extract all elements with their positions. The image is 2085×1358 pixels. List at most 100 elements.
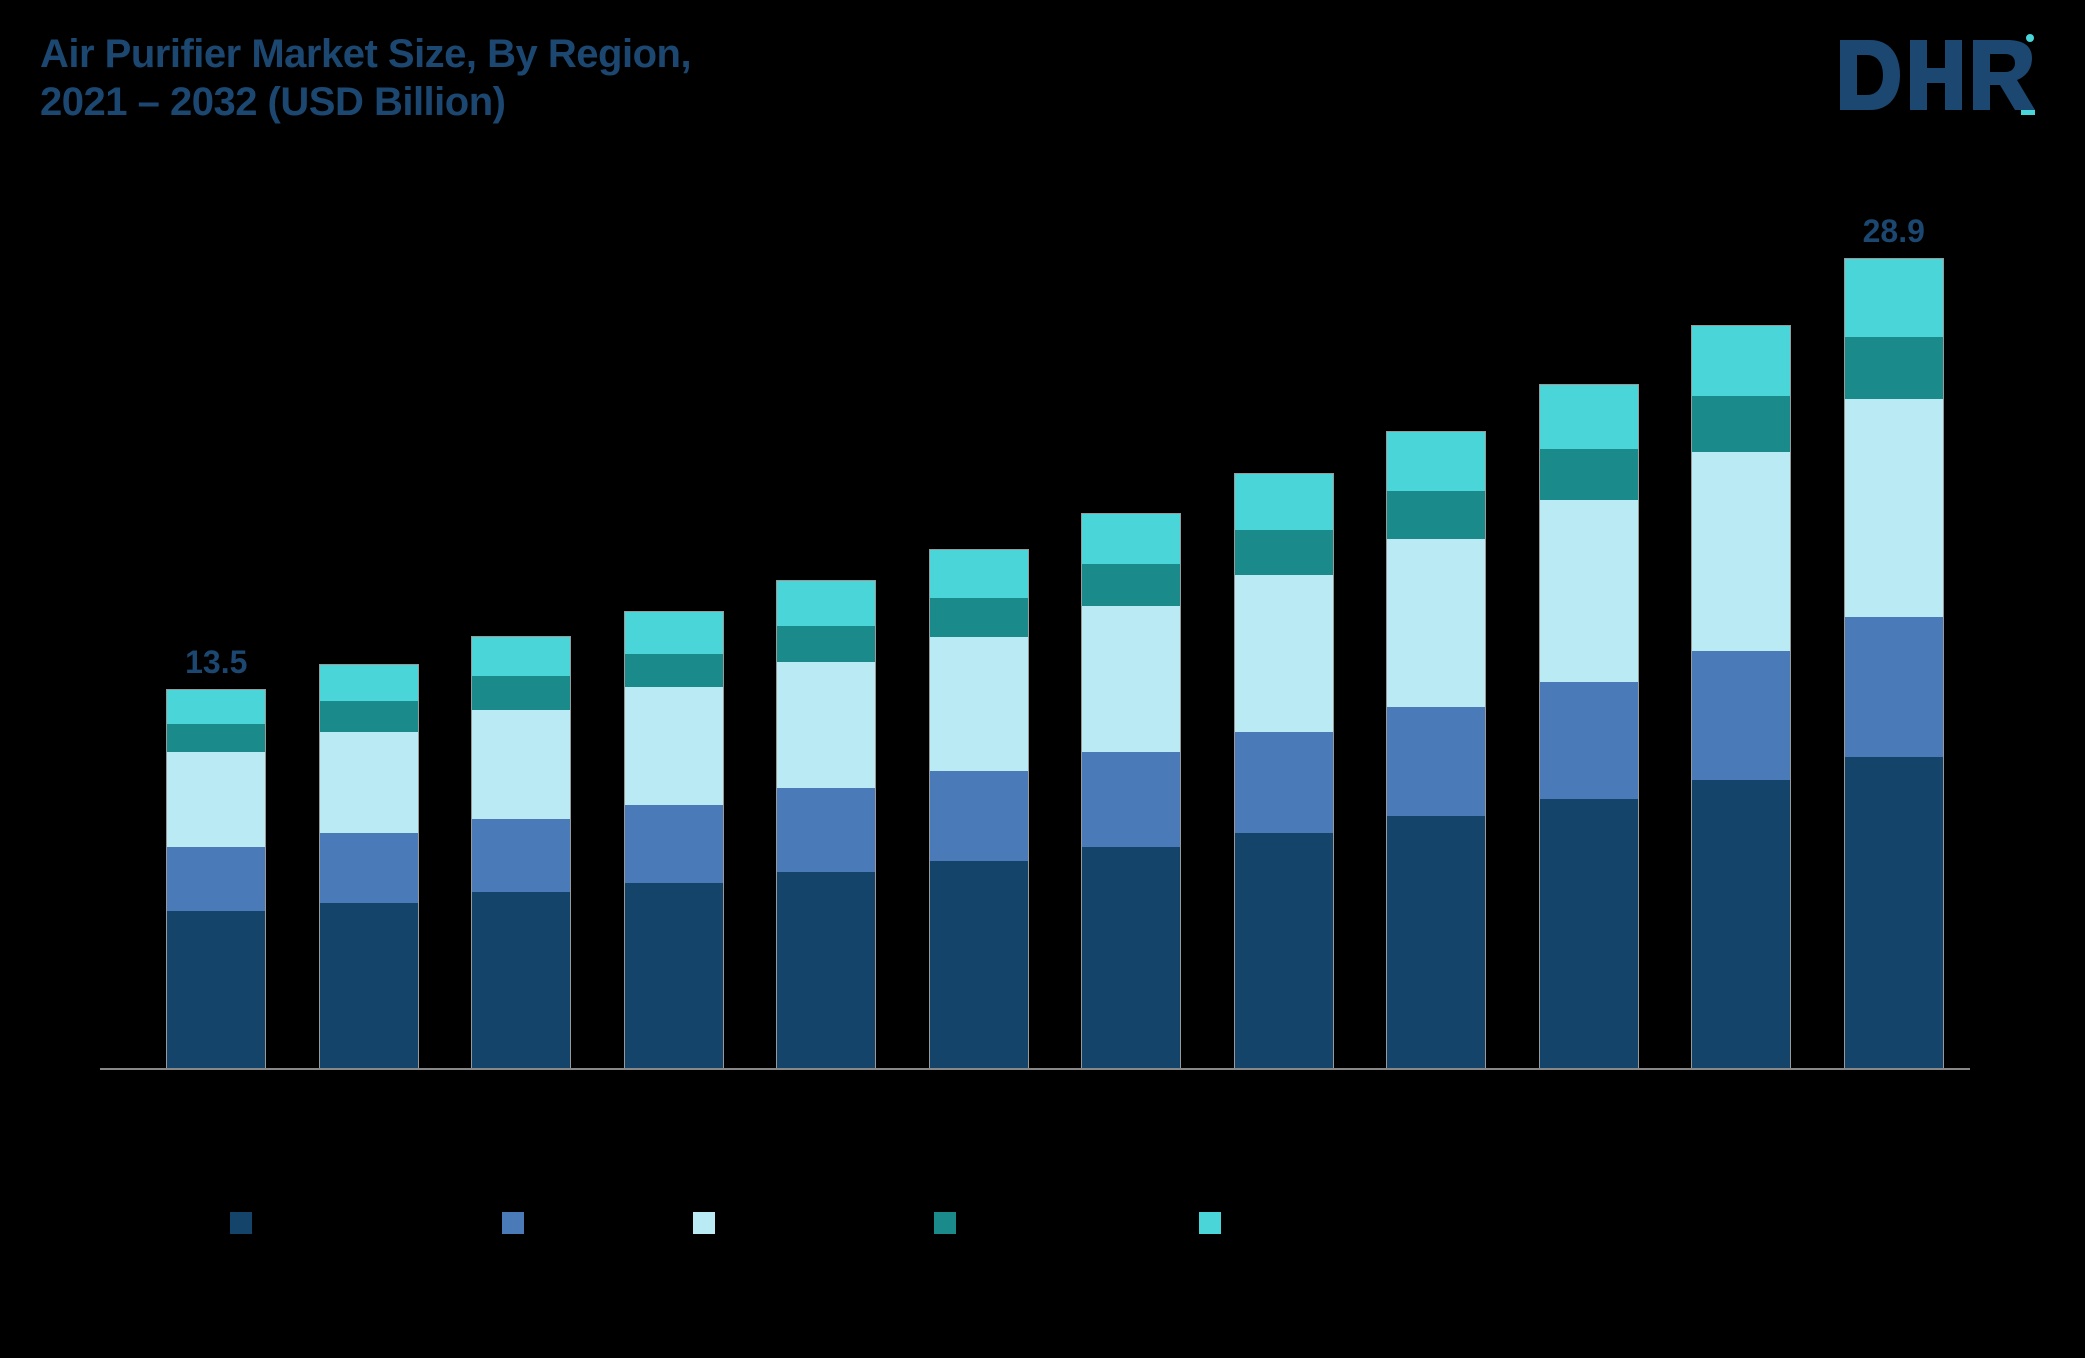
legend-label: Latin America	[971, 1207, 1129, 1238]
legend-label: North America	[267, 1207, 432, 1238]
bar-stack	[319, 664, 419, 1068]
bar-segment	[1540, 449, 1638, 499]
bar-segment	[1540, 682, 1638, 800]
bars-container: 13.5202120222023202420252026202720282029…	[130, 228, 1980, 1068]
bar-segment	[320, 732, 418, 833]
bar-value-label: 13.5	[166, 644, 266, 681]
bar-group: 13.52021	[166, 689, 266, 1068]
bar-segment	[1235, 833, 1333, 1068]
bar-segment	[1845, 399, 1943, 617]
bar-segment	[1235, 732, 1333, 833]
bar-segment	[930, 550, 1028, 598]
bar-group: 2031	[1691, 325, 1791, 1068]
bar-segment	[320, 833, 418, 903]
x-axis-label: 2022	[319, 1079, 419, 1110]
bar-stack	[1691, 325, 1791, 1068]
bar-segment	[1235, 575, 1333, 732]
legend-swatch	[1199, 1212, 1221, 1234]
bar-group: 2027	[1081, 513, 1181, 1068]
bar-segment	[625, 805, 723, 883]
bar-group: 2026	[929, 549, 1029, 1068]
bar-segment	[320, 903, 418, 1068]
bar-segment	[1387, 816, 1485, 1068]
bar-segment	[320, 665, 418, 701]
bar-segment	[930, 771, 1028, 861]
bar-segment	[472, 637, 570, 676]
bar-segment	[320, 701, 418, 732]
bar-segment	[167, 690, 265, 724]
x-axis-label: 2025	[776, 1079, 876, 1110]
title-line-2: 2021 – 2032 (USD Billion)	[40, 78, 691, 126]
bar-segment	[625, 687, 723, 805]
bar-segment	[167, 847, 265, 911]
bar-segment	[167, 911, 265, 1068]
bar-segment	[1845, 757, 1943, 1068]
legend-swatch	[502, 1212, 524, 1234]
bar-segment	[167, 752, 265, 847]
bar-segment	[1082, 752, 1180, 847]
bar-segment	[777, 581, 875, 626]
bar-segment	[1692, 396, 1790, 452]
bar-segment	[1387, 491, 1485, 539]
bar-group: 2030	[1539, 384, 1639, 1068]
legend-item: North America	[230, 1207, 432, 1238]
x-axis-label: 2032	[1844, 1079, 1944, 1110]
legend-item: Asia Pacific	[693, 1207, 864, 1238]
bar-segment	[1387, 707, 1485, 816]
x-axis-label: 2031	[1691, 1079, 1791, 1110]
bar-stack	[1539, 384, 1639, 1068]
bar-stack	[1234, 473, 1334, 1068]
bar-stack	[624, 611, 724, 1068]
bar-segment	[1540, 799, 1638, 1068]
bar-stack	[776, 580, 876, 1068]
bar-segment	[1540, 385, 1638, 449]
legend-label: Asia Pacific	[730, 1207, 864, 1238]
bar-stack	[1386, 431, 1486, 1068]
bar-segment	[930, 598, 1028, 637]
bar-segment	[1692, 780, 1790, 1068]
legend-swatch	[693, 1212, 715, 1234]
bar-stack	[471, 636, 571, 1068]
legend-item: Middle East & Africa	[1199, 1207, 1469, 1238]
bar-segment	[1235, 530, 1333, 575]
chart-title: Air Purifier Market Size, By Region, 202…	[40, 30, 691, 126]
bar-segment	[1692, 452, 1790, 651]
bar-group: 2029	[1386, 431, 1486, 1068]
bar-stack	[929, 549, 1029, 1068]
bar-segment	[1387, 432, 1485, 491]
legend-label: Middle East & Africa	[1236, 1207, 1469, 1238]
bar-segment	[472, 676, 570, 710]
bar-segment	[1082, 606, 1180, 752]
bar-segment	[930, 861, 1028, 1068]
bar-stack	[1081, 513, 1181, 1068]
legend: North America Europe Asia Pacific Latin Ame…	[230, 1207, 1468, 1238]
x-axis-label: 2028	[1234, 1079, 1334, 1110]
bar-segment	[1082, 514, 1180, 564]
x-axis-label: 2029	[1386, 1079, 1486, 1110]
bar-segment	[1235, 474, 1333, 530]
x-axis-label: 2027	[1081, 1079, 1181, 1110]
bar-segment	[1387, 539, 1485, 707]
bar-segment	[1845, 259, 1943, 337]
bar-group: 28.92032	[1844, 258, 1944, 1068]
bar-segment	[167, 724, 265, 752]
bar-segment	[472, 819, 570, 892]
bar-segment	[625, 883, 723, 1068]
chart-area: 13.5202120222023202420252026202720282029…	[130, 230, 1980, 1070]
bar-stack	[166, 689, 266, 1068]
legend-swatch	[230, 1212, 252, 1234]
bar-segment	[472, 710, 570, 819]
x-axis-label: 2023	[471, 1079, 571, 1110]
bar-segment	[1845, 617, 1943, 757]
bar-group: 2024	[624, 611, 724, 1068]
bar-value-label: 28.9	[1844, 213, 1944, 250]
bar-segment	[625, 612, 723, 654]
bar-segment	[777, 872, 875, 1068]
x-axis-label: 2021	[166, 1079, 266, 1110]
x-axis-line	[100, 1068, 1970, 1070]
legend-item: Europe	[502, 1207, 623, 1238]
bar-segment	[1692, 651, 1790, 780]
bar-segment	[777, 626, 875, 662]
bar-segment	[1082, 847, 1180, 1068]
bar-group: 2025	[776, 580, 876, 1068]
